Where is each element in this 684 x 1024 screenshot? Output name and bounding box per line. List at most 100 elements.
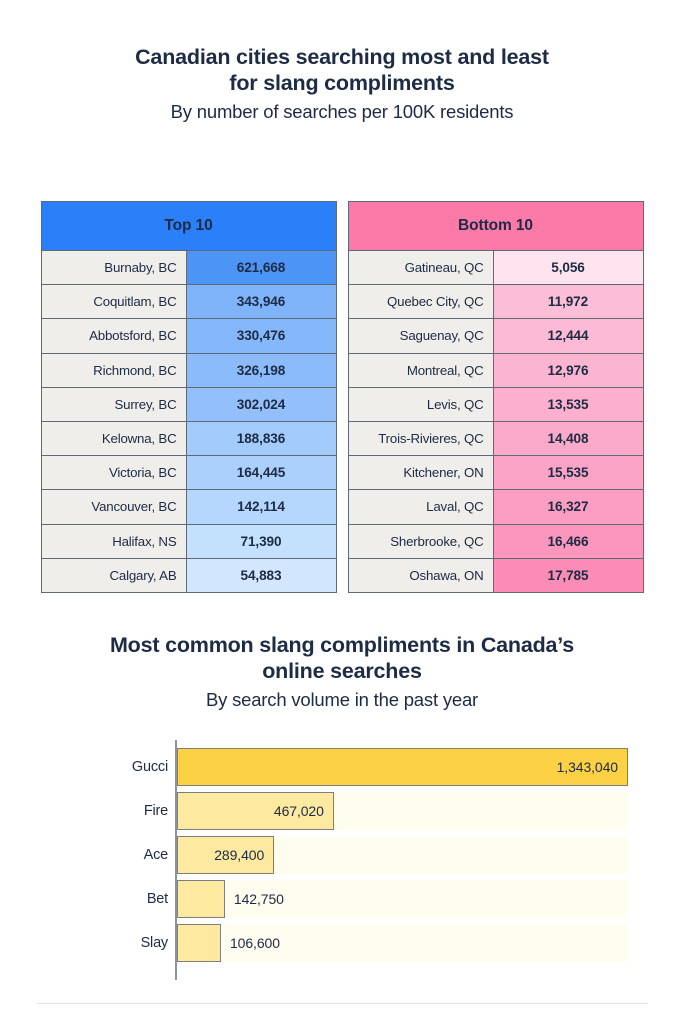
table-row: Halifax, NS 71,390 (40, 524, 337, 559)
bottom10-value: 17,785 (493, 558, 644, 593)
top10-table: Top 10 Burnaby, BC 621,668 Coquitlam, BC 34… (40, 201, 337, 593)
top10-value: 164,445 (186, 456, 337, 491)
chart-bar-value-label: 289,400 (214, 847, 265, 863)
bottom10-table-body: Gatineau, QC 5,056 Quebec City, QC 11,972 Sa… (347, 251, 644, 593)
bottom10-value: 16,466 (493, 524, 644, 559)
chart-category-label: Bet (146, 891, 168, 907)
preply-logo-text: Preply (36, 1021, 109, 1024)
table-row: Kelowna, BC 188,836 (40, 421, 337, 457)
table-row: Laval, QC 16,327 (347, 490, 644, 525)
table-row: Burnaby, BC 621,668 (40, 251, 337, 286)
chart-bar (177, 924, 221, 962)
chart-bar-track (177, 924, 628, 962)
table-row: Quebec City, QC 11,972 (347, 285, 644, 320)
infographic-page: Canadian cities searching most and least… (0, 44, 684, 1024)
footer-divider (36, 1003, 648, 1004)
preply-speech-bubble-icon (113, 1019, 139, 1024)
bottom10-city: Trois-Rivieres, QC (347, 421, 494, 457)
chart-bar-value-label: 467,020 (273, 803, 324, 819)
bottom10-value: 14,408 (493, 421, 644, 457)
table-row: Coquitlam, BC 343,946 (40, 285, 337, 320)
chart-bar-row: 1,343,040 Gucci (0, 748, 684, 786)
bottom10-value: 15,535 (493, 456, 644, 491)
chart-bar-row: Bet 142,750 (0, 880, 684, 918)
table-row: Kitchener, ON 15,535 (347, 456, 644, 491)
top10-city: Calgary, AB (40, 558, 187, 593)
top10-city: Kelowna, BC (40, 421, 187, 457)
bottom10-value: 12,976 (493, 353, 644, 388)
section2-title-block: Most common slang compliments in Canada’… (0, 632, 684, 712)
section1-subtitle: By number of searches per 100K residents (170, 101, 514, 122)
top10-city: Richmond, BC (40, 353, 187, 388)
bottom10-city: Sherbrooke, QC (347, 524, 494, 559)
chart-bar-row: Slay 106,600 (0, 924, 684, 962)
top10-city: Burnaby, BC (40, 251, 187, 286)
section1-title-line2: for slang compliments (229, 71, 455, 95)
top10-city: Coquitlam, BC (40, 285, 187, 320)
top10-city: Surrey, BC (40, 387, 187, 422)
bottom10-city: Saguenay, QC (347, 319, 494, 354)
chart-bar: 467,020 (177, 792, 334, 830)
chart-bar-track (177, 880, 628, 918)
chart-bar: 1,343,040 (177, 748, 628, 786)
section2-title-line1: Most common slang compliments in Canada’… (109, 633, 575, 657)
top10-value: 142,114 (186, 490, 337, 525)
bottom10-value: 5,056 (493, 251, 644, 286)
table-row: Calgary, AB 54,883 (40, 558, 337, 593)
bottom10-city: Gatineau, QC (347, 251, 494, 286)
table-row: Oshawa, ON 17,785 (347, 558, 644, 593)
chart-bar (177, 880, 225, 918)
bottom10-value: 12,444 (493, 319, 644, 354)
tables-container: Top 10 Burnaby, BC 621,668 Coquitlam, BC 34… (0, 201, 684, 593)
top10-city: Vancouver, BC (40, 490, 187, 525)
bottom10-table: Bottom 10 Gatineau, QC 5,056 Quebec City, … (347, 201, 644, 593)
bottom10-value: 11,972 (493, 285, 644, 320)
top10-city: Abbotsford, BC (40, 319, 187, 354)
top10-value: 621,668 (186, 251, 337, 286)
chart-category-label: Fire (143, 803, 168, 819)
bottom10-table-header: Bottom 10 (347, 201, 644, 251)
top10-city: Halifax, NS (40, 524, 187, 559)
section1-title-block: Canadian cities searching most and least… (0, 44, 684, 124)
section2-title-line2: online searches (262, 659, 422, 683)
chart-bar: 289,400 (177, 836, 275, 874)
chart-y-axis-line (175, 740, 177, 980)
bottom10-value: 13,535 (493, 387, 644, 422)
top10-value: 302,024 (186, 387, 337, 422)
table-row: Saguenay, QC 12,444 (347, 319, 644, 354)
table-row: Montreal, QC 12,976 (347, 353, 644, 388)
table-row: Richmond, BC 326,198 (40, 353, 337, 388)
top10-value: 188,836 (186, 421, 337, 457)
top10-table-body: Burnaby, BC 621,668 Coquitlam, BC 343,946 Ab… (40, 251, 337, 593)
chart-bar-row: 289,400 Ace (0, 836, 684, 874)
top10-value: 326,198 (186, 353, 337, 388)
top10-city: Victoria, BC (40, 456, 187, 491)
chart-bar-row: 467,020 Fire (0, 792, 684, 830)
bottom10-city: Kitchener, ON (347, 456, 494, 491)
table-row: Trois-Rivieres, QC 14,408 (347, 421, 644, 457)
top10-value: 343,946 (186, 285, 337, 320)
bottom10-city: Levis, QC (347, 387, 494, 422)
chart-category-label: Gucci (131, 759, 168, 775)
bottom10-value: 16,327 (493, 490, 644, 525)
top10-value: 54,883 (186, 558, 337, 593)
chart-bar-value-label: 142,750 (233, 891, 284, 907)
top10-value: 71,390 (186, 524, 337, 559)
top10-value: 330,476 (186, 319, 337, 354)
chart-bar-value-label: 106,600 (230, 935, 280, 951)
chart-category-label: Ace (143, 847, 169, 863)
section2-subtitle: By search volume in the past year (205, 689, 479, 710)
table-row: Surrey, BC 302,024 (40, 387, 337, 422)
table-row: Abbotsford, BC 330,476 (40, 319, 337, 354)
top10-table-header: Top 10 (40, 201, 337, 251)
table-row: Gatineau, QC 5,056 (347, 251, 644, 286)
chart-bar-value-label: 1,343,040 (556, 759, 618, 775)
bottom10-city: Laval, QC (347, 490, 494, 525)
chart-category-label: Slay (140, 935, 169, 951)
bottom10-city: Oshawa, ON (347, 558, 494, 593)
bottom10-city: Montreal, QC (347, 353, 494, 388)
table-row: Victoria, BC 164,445 (40, 456, 337, 491)
slang-bar-chart: 1,343,040 Gucci 467,020 Fire 289,400 Ace Bet 14… (0, 738, 684, 984)
table-row: Sherbrooke, QC 16,466 (347, 524, 644, 559)
section1-title-line1: Canadian cities searching most and least (135, 45, 549, 69)
